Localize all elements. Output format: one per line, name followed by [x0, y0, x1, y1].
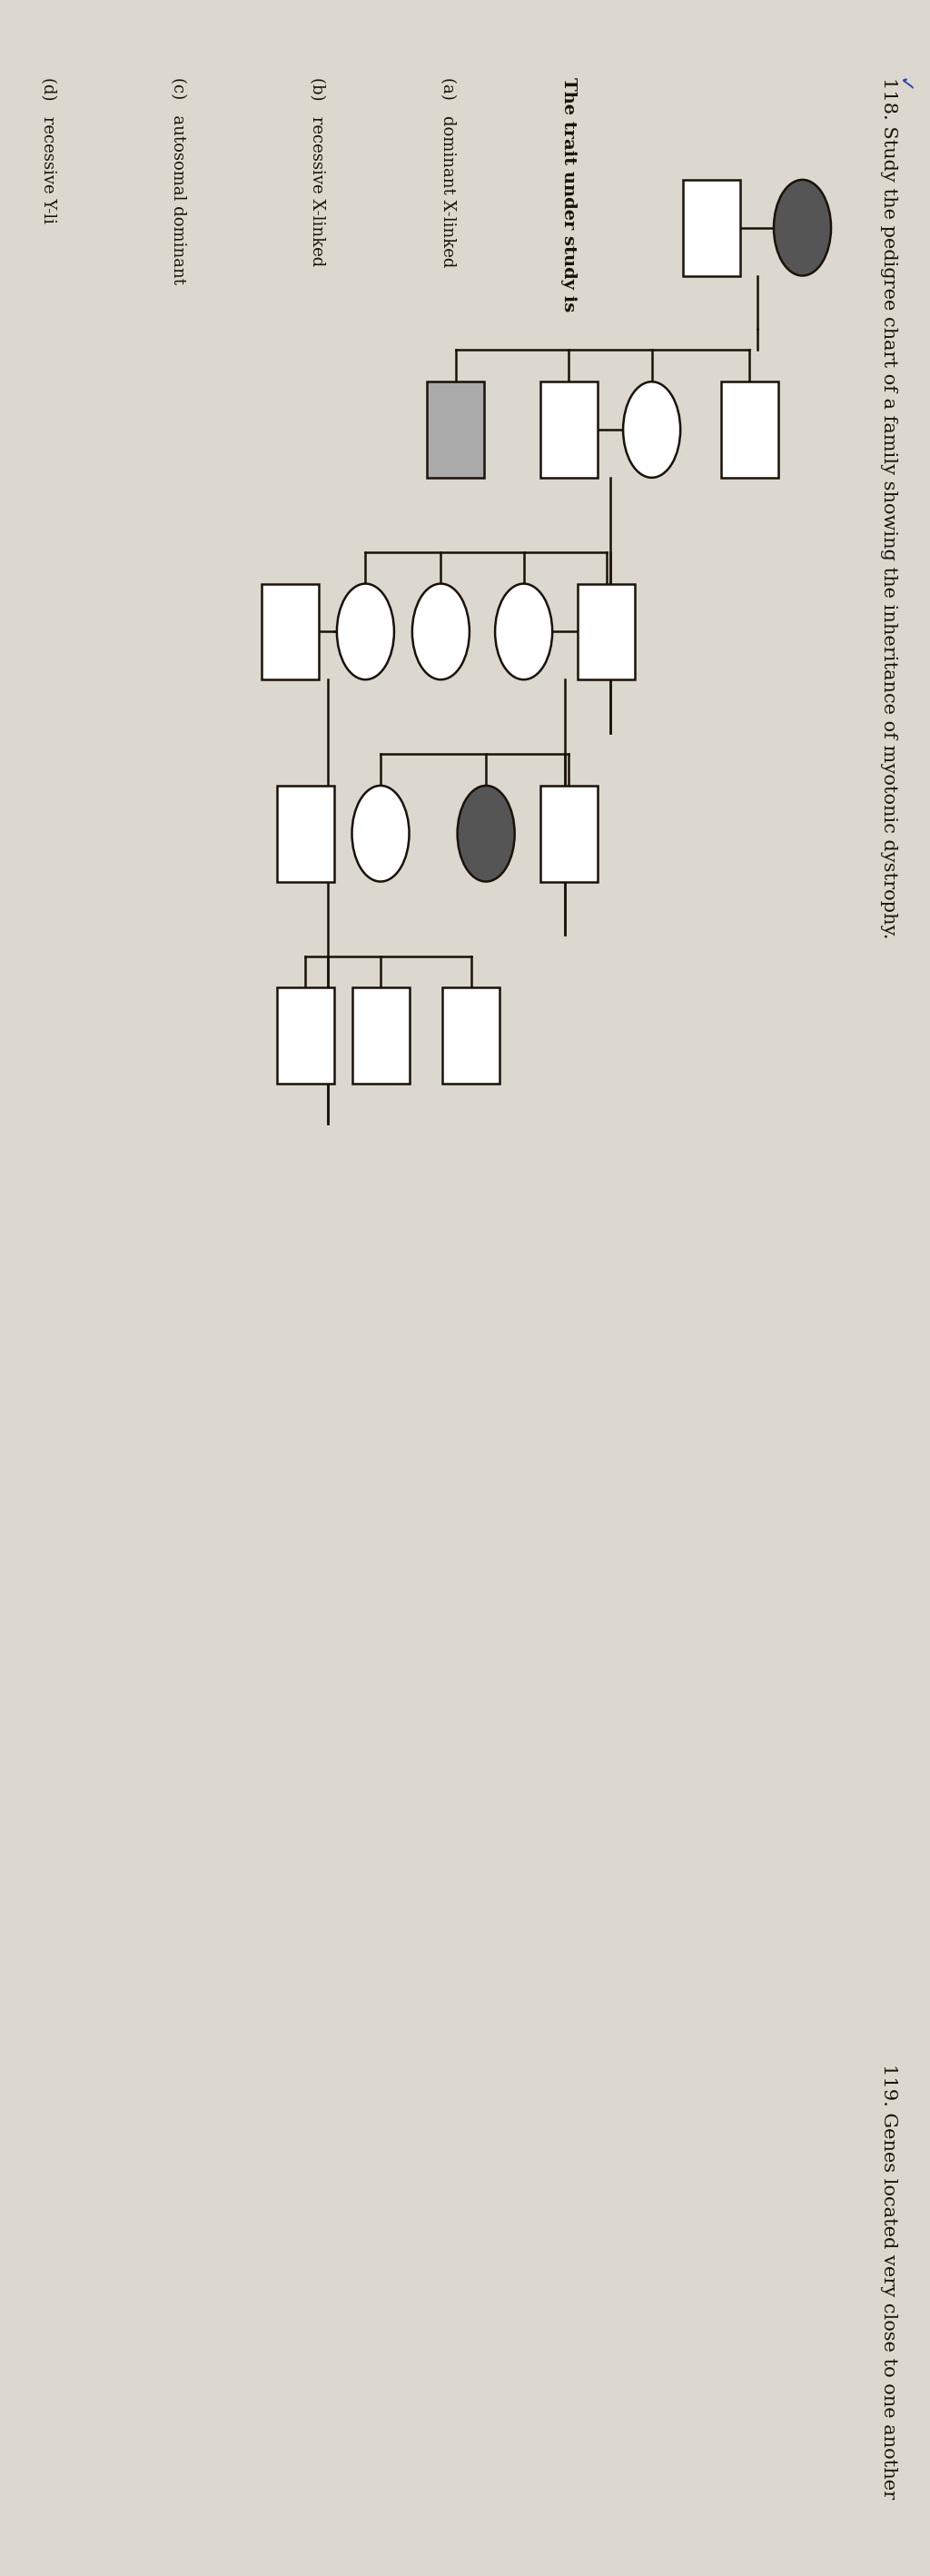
Text: (b)   recessive X-linked: (b) recessive X-linked	[309, 77, 326, 265]
Text: (c)   autosomal dominant: (c) autosomal dominant	[169, 77, 186, 283]
Bar	[721, 381, 778, 477]
Text: 118. Study the pedigree chart of a family showing the inheritance of myotonic dy: 118. Study the pedigree chart of a famil…	[880, 77, 897, 938]
Text: (d)   recessive Y-li: (d) recessive Y-li	[39, 77, 56, 224]
Bar	[352, 987, 409, 1084]
Bar	[540, 786, 597, 881]
Bar	[276, 987, 334, 1084]
Bar	[427, 381, 485, 477]
Circle shape	[495, 585, 552, 680]
Bar	[276, 786, 334, 881]
Bar	[261, 585, 319, 680]
Text: 119. Genes located very close to one another: 119. Genes located very close to one ano…	[880, 2063, 897, 2499]
Text: ✓: ✓	[893, 77, 911, 95]
Bar	[578, 585, 635, 680]
Bar	[684, 180, 740, 276]
Circle shape	[623, 381, 681, 477]
Text: (a)   dominant X-linked: (a) dominant X-linked	[439, 77, 456, 268]
Text: The trait under study is: The trait under study is	[560, 77, 577, 312]
Circle shape	[774, 180, 831, 276]
Circle shape	[352, 786, 409, 881]
Bar	[540, 381, 597, 477]
Circle shape	[337, 585, 394, 680]
Circle shape	[458, 786, 514, 881]
Circle shape	[412, 585, 470, 680]
Bar	[443, 987, 499, 1084]
